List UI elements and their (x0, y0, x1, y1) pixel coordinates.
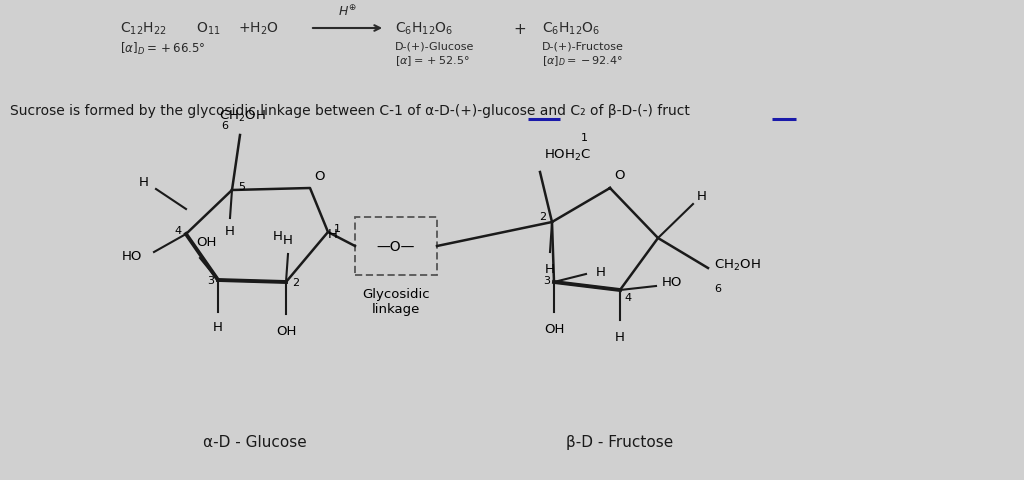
Text: 2: 2 (539, 212, 546, 222)
Text: HO: HO (662, 276, 682, 289)
Text: β-D - Fructose: β-D - Fructose (566, 434, 674, 450)
Bar (355, 217, 437, 276)
Text: H: H (615, 330, 625, 343)
Text: $[\alpha]_D=-92.4°$: $[\alpha]_D=-92.4°$ (542, 54, 623, 68)
Text: H: H (328, 228, 338, 241)
Text: D-(+)-Fructose: D-(+)-Fructose (542, 42, 624, 52)
Text: 3: 3 (543, 276, 550, 286)
Text: 1: 1 (334, 224, 341, 233)
Text: H: H (283, 233, 293, 247)
Text: $\mathrm{O_{11}}$: $\mathrm{O_{11}}$ (196, 21, 220, 37)
Text: H: H (697, 190, 707, 203)
Text: H: H (225, 225, 234, 238)
Text: OH: OH (196, 236, 216, 249)
Text: H: H (273, 230, 283, 243)
Text: 2: 2 (292, 277, 299, 288)
Text: $\mathrm{+H_2O}$: $\mathrm{+H_2O}$ (238, 21, 279, 37)
Text: H: H (213, 320, 223, 333)
Text: H: H (545, 263, 555, 276)
Text: 6: 6 (715, 283, 722, 293)
Text: 6: 6 (221, 121, 228, 131)
Text: $\mathrm{HOH_2C}$: $\mathrm{HOH_2C}$ (544, 147, 591, 163)
Text: 5: 5 (238, 181, 245, 192)
Text: OH: OH (544, 323, 564, 336)
Text: $[\alpha]=+52.5°$: $[\alpha]=+52.5°$ (395, 54, 470, 68)
Text: O: O (614, 168, 625, 181)
Text: H: H (596, 266, 606, 279)
Text: HO: HO (122, 250, 142, 263)
Text: —O—: —O— (377, 240, 415, 253)
Text: OH: OH (275, 324, 296, 337)
Text: Glycosidic
linkage: Glycosidic linkage (362, 288, 430, 315)
Text: Sucrose is formed by the glycosidic linkage between C-1 of α-D-(+)-glucose and C: Sucrose is formed by the glycosidic link… (10, 104, 690, 118)
Text: $\mathrm{C_6H_{12}O_6}$: $\mathrm{C_6H_{12}O_6}$ (542, 21, 600, 37)
Text: $\mathrm{CH_2OH}$: $\mathrm{CH_2OH}$ (714, 257, 761, 272)
Text: H: H (139, 176, 148, 189)
Text: $[\alpha]_D=+66.5°$: $[\alpha]_D=+66.5°$ (120, 41, 206, 57)
Text: $\mathrm{C_{12}H_{22}}$: $\mathrm{C_{12}H_{22}}$ (120, 21, 167, 37)
Text: $\mathrm{CH_2OH}$: $\mathrm{CH_2OH}$ (219, 108, 265, 124)
Text: $\mathrm{C_6H_{12}O_6}$: $\mathrm{C_6H_{12}O_6}$ (395, 21, 454, 37)
Text: α-D - Glucose: α-D - Glucose (203, 434, 307, 450)
Text: $H^{\oplus}$: $H^{\oplus}$ (338, 4, 356, 19)
Text: O: O (314, 169, 325, 182)
Text: D-(+)-Glucose: D-(+)-Glucose (395, 42, 474, 52)
Text: 4: 4 (624, 292, 631, 302)
Text: +: + (514, 22, 526, 36)
Text: 1: 1 (581, 133, 588, 143)
Text: 3: 3 (207, 276, 214, 286)
Text: 4: 4 (175, 226, 182, 236)
